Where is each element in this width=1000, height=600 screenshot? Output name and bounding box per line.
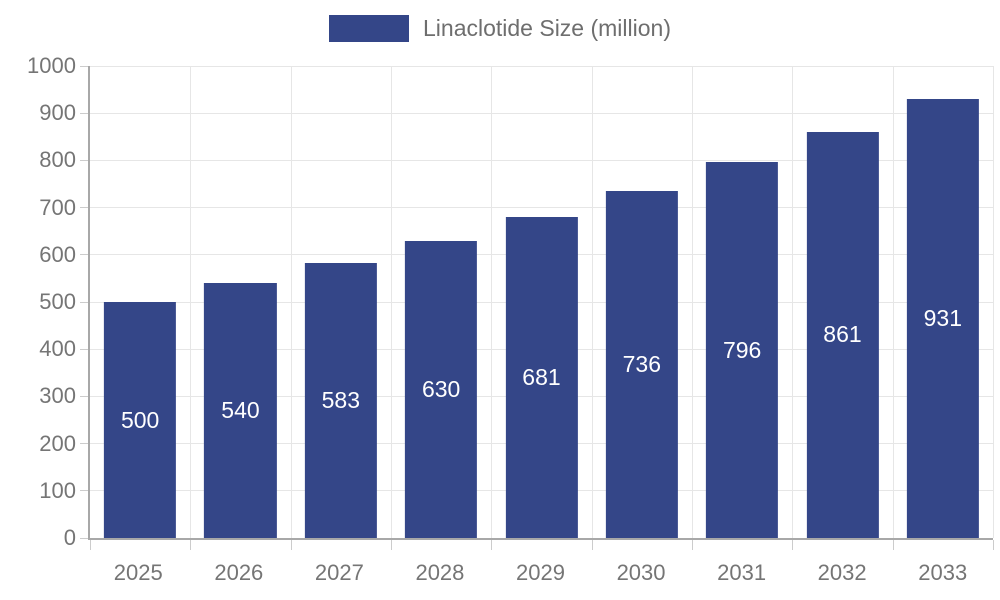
y-tick-mark	[80, 443, 88, 445]
x-tick-mark	[792, 540, 794, 550]
x-tick-label: 2029	[516, 560, 565, 585]
x-tick-label: 2033	[918, 560, 968, 585]
x-tick-mark	[90, 540, 91, 550]
v-gridline	[491, 66, 493, 538]
x-tick-label: 2026	[214, 560, 264, 585]
x-tick-mark	[591, 540, 593, 550]
bar-value-label: 681	[522, 363, 561, 390]
y-tick-mark	[80, 490, 88, 492]
x-axis: 2025 2026 2027 2028 2029 2030 2031 2032 2033	[88, 560, 993, 592]
x-tick-mark	[491, 540, 493, 550]
h-gridline	[90, 207, 993, 209]
y-tick-mark	[80, 159, 88, 161]
bar-value-label: 736	[622, 350, 662, 377]
bar-2027: 583	[304, 262, 377, 538]
y-tick-label: 1000	[27, 53, 76, 78]
x-tick-label: 2032	[817, 560, 867, 585]
x-tick-mark	[190, 540, 192, 550]
y-tick-mark	[80, 207, 88, 209]
y-tick-label: 200	[39, 430, 76, 456]
x-tick-label: 2030	[616, 560, 666, 585]
y-tick-label: 500	[39, 289, 76, 314]
x-tick-mark	[691, 540, 693, 550]
bar-2025: 500	[104, 302, 177, 538]
y-tick-mark	[80, 254, 88, 256]
legend-swatch	[329, 15, 409, 42]
v-gridline	[390, 66, 392, 538]
h-gridline	[90, 65, 993, 67]
plot-area: 500 540 583 630 681 736 796 861 931	[80, 65, 994, 550]
x-tick-mark	[892, 540, 894, 550]
bar-2029: 681	[505, 216, 578, 538]
v-gridline	[993, 66, 994, 538]
y-tick-label: 900	[39, 100, 76, 126]
y-tick-mark	[80, 348, 88, 350]
x-tick-label: 2027	[314, 560, 364, 585]
bar-value-label: 931	[923, 304, 963, 331]
x-tick-label: 2028	[415, 560, 465, 585]
legend-label: Linaclotide Size (million)	[423, 15, 671, 41]
y-tick-label: 100	[39, 477, 76, 503]
bar-value-label: 796	[722, 336, 762, 363]
y-tick-mark	[80, 537, 88, 539]
y-tick-mark	[80, 112, 88, 114]
bar-2026: 540	[204, 283, 277, 538]
v-gridline	[190, 66, 192, 538]
x-tick-mark	[993, 540, 994, 550]
y-tick-label: 0	[63, 525, 76, 550]
bar-value-label: 540	[221, 397, 260, 424]
bar-value-label: 583	[321, 386, 361, 413]
y-tick-mark	[80, 65, 88, 67]
bar-value-label: 630	[421, 375, 461, 402]
bar-value-label: 861	[823, 321, 862, 348]
bar-2028: 630	[405, 240, 478, 538]
bar-2032: 861	[806, 131, 879, 538]
x-tick-label: 2031	[717, 560, 767, 585]
y-tick-label: 600	[39, 241, 76, 267]
h-gridline	[90, 159, 993, 161]
y-tick-label: 300	[39, 383, 76, 409]
v-gridline	[591, 66, 593, 538]
v-gridline	[290, 66, 292, 538]
bar-value-label: 500	[120, 406, 160, 433]
y-axis: 0 100 200 300 400 500 600 700 800 900 1000	[0, 53, 76, 550]
x-tick-label: 2025	[113, 560, 163, 585]
y-tick-label: 700	[39, 194, 76, 220]
v-gridline	[691, 66, 693, 538]
y-tick-label: 400	[39, 336, 76, 362]
v-gridline	[792, 66, 794, 538]
bar-2031: 796	[706, 162, 779, 538]
h-gridline	[90, 112, 993, 114]
bar-2033: 931	[906, 98, 979, 538]
x-tick-mark	[390, 540, 392, 550]
y-tick-label: 800	[39, 147, 76, 173]
bar-2030: 736	[605, 190, 678, 538]
x-tick-mark	[290, 540, 292, 550]
legend: Linaclotide Size (million)	[0, 15, 1000, 42]
y-tick-mark	[80, 301, 88, 303]
y-tick-mark	[80, 395, 88, 397]
v-gridline	[892, 66, 894, 538]
